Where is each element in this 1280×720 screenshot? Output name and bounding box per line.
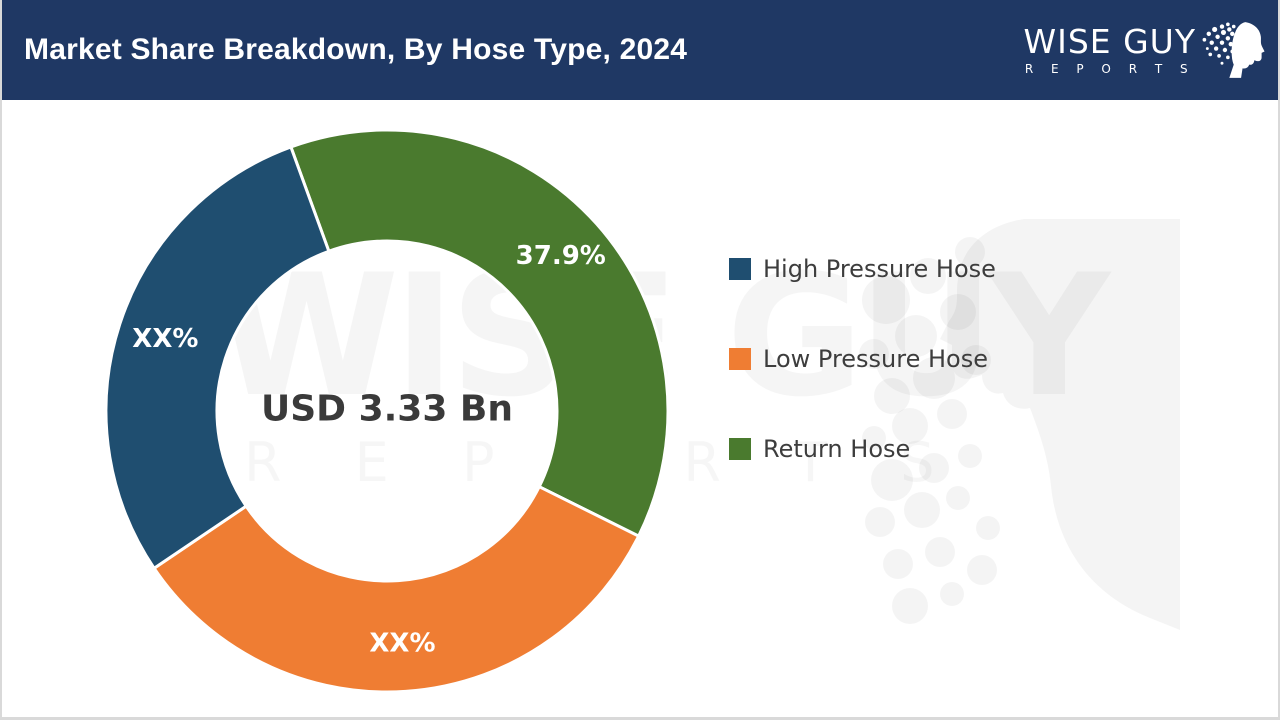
slice-value-label: 37.9% [516, 241, 606, 271]
legend-row: Return Hose [729, 435, 996, 463]
donut-slice-high-pressure-hose [104, 145, 331, 570]
donut-chart: 37.9% XX% XX% [104, 128, 670, 694]
donut-slice-return-hose [289, 128, 670, 538]
logo-face-icon [1202, 22, 1265, 78]
watermark-face-icon [859, 219, 1180, 630]
page-title: Market Share Breakdown, By Hose Type, 20… [24, 33, 688, 66]
donut-center-value: USD 3.33 Bn [261, 388, 513, 430]
slice-value-label: XX% [132, 324, 198, 354]
legend-swatch-high-pressure-hose [729, 258, 751, 280]
legend-swatch-return-hose [729, 438, 751, 460]
legend-label: High Pressure Hose [763, 255, 996, 283]
header-bar: Market Share Breakdown, By Hose Type, 20… [2, 0, 1278, 100]
slice-value-label: XX% [369, 628, 435, 658]
logo-wordmark: WISE GUY [1023, 21, 1196, 61]
legend-label: Return Hose [763, 435, 911, 463]
legend-row: Low Pressure Hose [729, 345, 996, 373]
legend-swatch-low-pressure-hose [729, 348, 751, 370]
legend-row: High Pressure Hose [729, 255, 996, 283]
brand-logo: WISE GUY R E P O R T S [1023, 10, 1266, 90]
legend-label: Low Pressure Hose [763, 345, 988, 373]
chart-legend: High Pressure Hose Low Pressure Hose Ret… [729, 255, 996, 463]
logo-subtext: R E P O R T S [1024, 62, 1195, 77]
donut-slice-low-pressure-hose [152, 485, 641, 694]
